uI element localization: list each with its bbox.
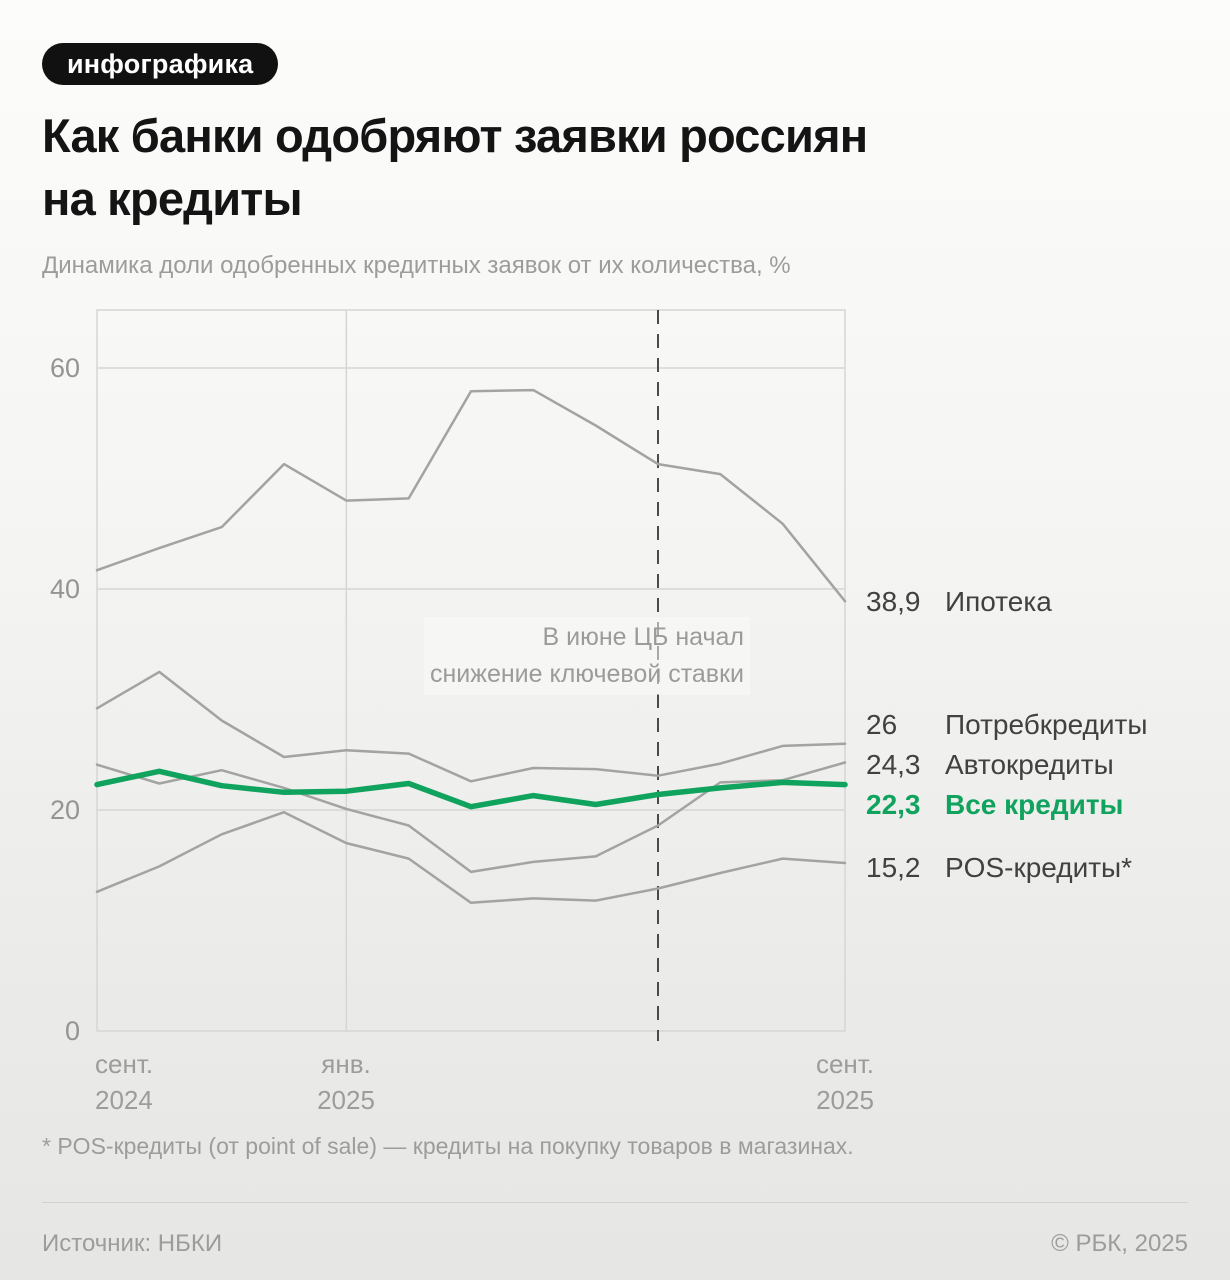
x-tick-year: 2025 <box>317 1085 375 1115</box>
legend-value: 38,9 <box>866 586 921 617</box>
y-tick-20: 20 <box>49 795 80 825</box>
legend-value: 26 <box>866 709 898 740</box>
y-tick-60: 60 <box>49 353 80 383</box>
x-tick-year: 2024 <box>95 1085 153 1115</box>
legend-row-mortgage: 38,9 Ипотека <box>866 585 1052 619</box>
legend-label: POS-кредиты* <box>945 852 1133 883</box>
copyright: © РБК, 2025 <box>1051 1230 1188 1257</box>
x-tick-month: янв. <box>321 1049 371 1079</box>
infographic-badge-label: инфографика <box>67 48 254 79</box>
legend-label: Потребкредиты <box>945 709 1148 740</box>
chart-subtitle: Динамика доли одобренных кредитных заяво… <box>42 252 791 279</box>
x-tick-month: сент. <box>815 1049 875 1079</box>
legend-row-all-loans: 22,3 Все кредиты <box>866 788 1123 822</box>
page-title-line1: Как банки одобряют заявки россиян <box>42 109 868 162</box>
legend-row-consumer-loans: 26 Потребкредиты <box>866 708 1147 742</box>
x-tick-sep-2025: сент. 2025 <box>765 1046 925 1118</box>
page-title: Как банки одобряют заявки россиян на кре… <box>42 104 1142 230</box>
legend-label: Все кредиты <box>945 789 1124 820</box>
x-tick-jan-2025: янв. 2025 <box>266 1046 426 1118</box>
pos-footnote: * POS-кредиты (от point of sale) — креди… <box>42 1133 854 1159</box>
page-title-line2: на кредиты <box>42 172 303 225</box>
footer-divider <box>42 1202 1188 1203</box>
key-rate-annotation-line2: снижение ключевой ставки <box>429 660 744 688</box>
infographic-badge: инфографика <box>42 43 279 85</box>
key-rate-annotation: В июне ЦБ начал снижение ключевой ставки <box>423 617 750 695</box>
legend-value: 24,3 <box>866 749 921 780</box>
y-tick-0: 0 <box>64 1016 80 1046</box>
y-tick-40: 40 <box>49 574 80 604</box>
legend-row-auto-loans: 24,3 Автокредиты <box>866 748 1114 782</box>
key-rate-annotation-line1: В июне ЦБ начал <box>542 623 744 651</box>
x-tick-month: сент. <box>95 1049 154 1079</box>
data-source: Источник: НБКИ <box>42 1230 223 1257</box>
legend-value: 22,3 <box>866 789 921 820</box>
legend-value: 15,2 <box>866 852 921 883</box>
legend-label: Автокредиты <box>945 749 1114 780</box>
legend-row-pos-loans: 15,2 POS-кредиты* <box>866 851 1132 885</box>
x-tick-sep-2024: сент. 2024 <box>95 1046 295 1118</box>
x-tick-year: 2025 <box>816 1085 874 1115</box>
legend-label: Ипотека <box>945 586 1052 617</box>
